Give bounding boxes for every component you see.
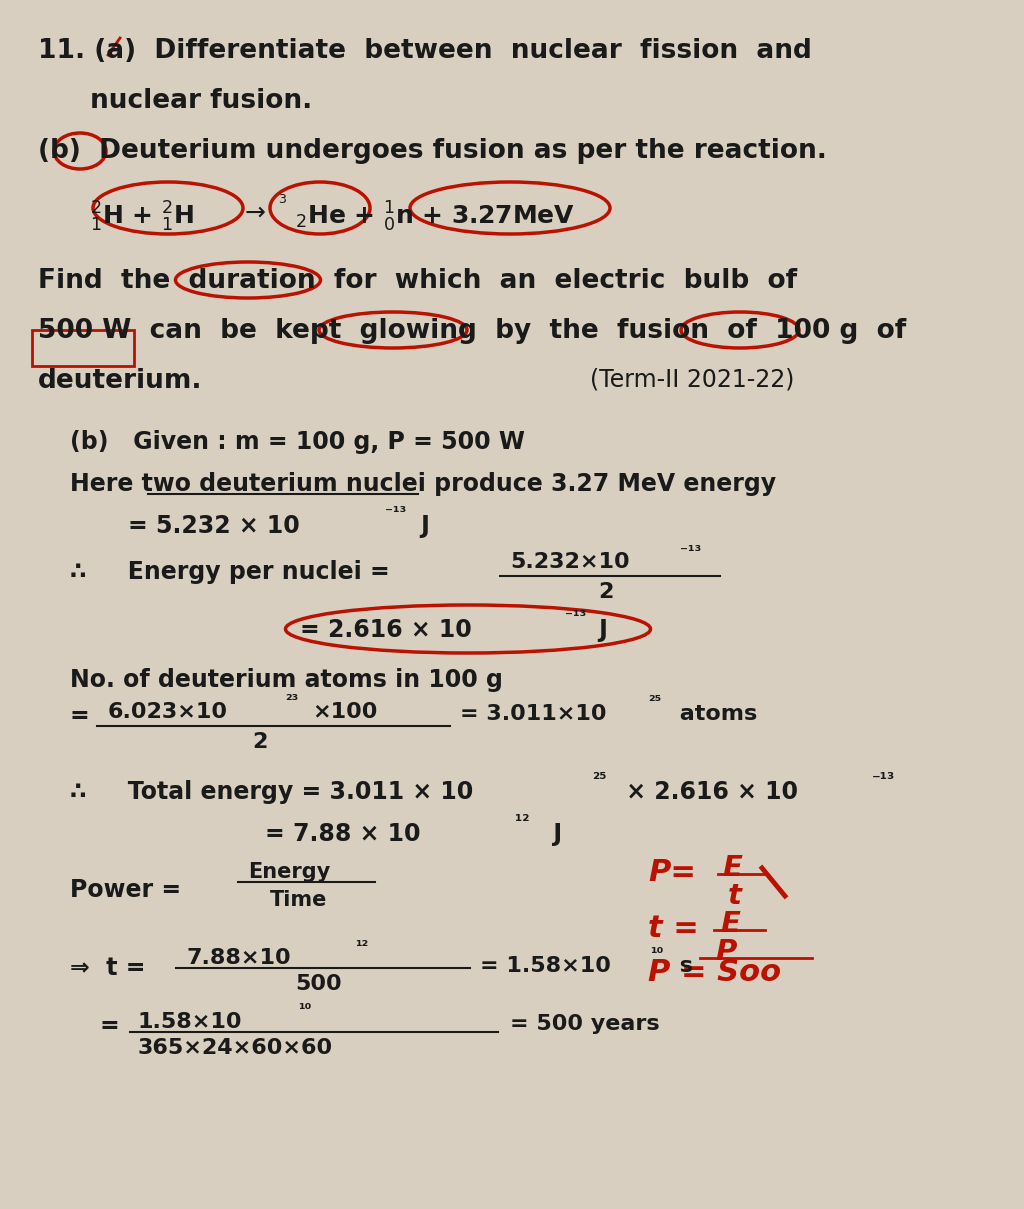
Text: 11. (a)  Differentiate  between  nuclear  fission  and: 11. (a) Differentiate between nuclear fi… [38, 37, 812, 64]
Text: J: J [545, 822, 562, 846]
Text: E: E [722, 854, 741, 883]
Text: (b)  Deuterium undergoes fusion as per the reaction.: (b) Deuterium undergoes fusion as per th… [38, 138, 826, 164]
Text: 2: 2 [252, 731, 267, 752]
Text: J: J [598, 618, 607, 642]
Text: P = Soo: P = Soo [648, 958, 781, 987]
Text: $\rightarrow$: $\rightarrow$ [240, 199, 266, 224]
Text: Energy: Energy [248, 862, 331, 883]
Text: (b)   Given : m = 100 g, P = 500 W: (b) Given : m = 100 g, P = 500 W [70, 430, 525, 455]
Text: = 3.011×10: = 3.011×10 [460, 704, 606, 724]
Text: 500 W  can  be  kept  glowing  by  the  fusion  of  100 g  of: 500 W can be kept glowing by the fusion … [38, 318, 906, 345]
Text: ¹²: ¹² [515, 812, 529, 831]
Text: No. of deuterium atoms in 100 g: No. of deuterium atoms in 100 g [70, 669, 503, 692]
Text: ⁻¹³: ⁻¹³ [385, 505, 407, 520]
Text: Power =: Power = [70, 878, 181, 902]
Text: 5.232×10: 5.232×10 [510, 553, 630, 572]
Text: ∴     Energy per nuclei =: ∴ Energy per nuclei = [70, 560, 390, 584]
Text: 365×24×60×60: 365×24×60×60 [138, 1039, 333, 1058]
Text: $^{3}$: $^{3}$ [278, 195, 287, 213]
Text: ²⁵: ²⁵ [592, 771, 606, 789]
Text: 1.58×10: 1.58×10 [138, 1012, 243, 1032]
Text: $_{2}$He + $^{1}_{0}$n + 3.27MeV: $_{2}$He + $^{1}_{0}$n + 3.27MeV [295, 199, 575, 235]
Text: J: J [420, 514, 429, 538]
Text: 2: 2 [598, 582, 613, 602]
Text: ¹⁰: ¹⁰ [298, 1002, 311, 1017]
Text: ²⁵: ²⁵ [648, 694, 662, 708]
Text: 6.023×10: 6.023×10 [108, 702, 228, 722]
Text: t =: t = [648, 914, 698, 943]
Text: Find  the  duration  for  which  an  electric  bulb  of: Find the duration for which an electric … [38, 268, 797, 294]
Text: × 2.616 × 10: × 2.616 × 10 [618, 780, 798, 804]
Text: ⇒  t =: ⇒ t = [70, 956, 145, 980]
Text: ⁻¹³: ⁻¹³ [565, 609, 587, 624]
Text: $^{2}_{1}$H + $^{2}_{1}$H: $^{2}_{1}$H + $^{2}_{1}$H [90, 199, 195, 235]
Text: ⁻¹³: ⁻¹³ [872, 771, 895, 789]
Text: deuterium.: deuterium. [38, 368, 203, 394]
Text: ¹²: ¹² [355, 939, 369, 954]
Text: = 1.58×10: = 1.58×10 [480, 956, 611, 976]
Text: 500: 500 [295, 974, 342, 994]
Text: = 500 years: = 500 years [510, 1014, 659, 1034]
Text: P: P [715, 938, 736, 966]
Text: t: t [728, 883, 741, 910]
Text: E: E [720, 910, 740, 938]
Text: 7.88×10: 7.88×10 [187, 948, 292, 968]
Text: ×100: ×100 [312, 702, 378, 722]
Text: nuclear fusion.: nuclear fusion. [90, 88, 312, 114]
Text: ⁻¹³: ⁻¹³ [680, 544, 701, 559]
Text: atoms: atoms [672, 704, 758, 724]
Text: =: = [100, 1014, 120, 1039]
Text: (Term-II 2021-22): (Term-II 2021-22) [590, 368, 795, 392]
Text: P=: P= [648, 858, 696, 887]
Text: ∴     Total energy = 3.011 × 10: ∴ Total energy = 3.011 × 10 [70, 780, 473, 804]
Text: = 5.232 × 10: = 5.232 × 10 [128, 514, 300, 538]
Text: Time: Time [270, 890, 328, 910]
Text: s: s [672, 956, 693, 976]
Text: ²³: ²³ [285, 693, 298, 708]
Text: =: = [70, 704, 90, 728]
Text: Here two deuterium nuclei produce 3.27 MeV energy: Here two deuterium nuclei produce 3.27 M… [70, 472, 776, 496]
Text: ¹⁰: ¹⁰ [650, 945, 664, 961]
Text: = 2.616 × 10: = 2.616 × 10 [300, 618, 472, 642]
Text: = 7.88 × 10: = 7.88 × 10 [265, 822, 421, 846]
